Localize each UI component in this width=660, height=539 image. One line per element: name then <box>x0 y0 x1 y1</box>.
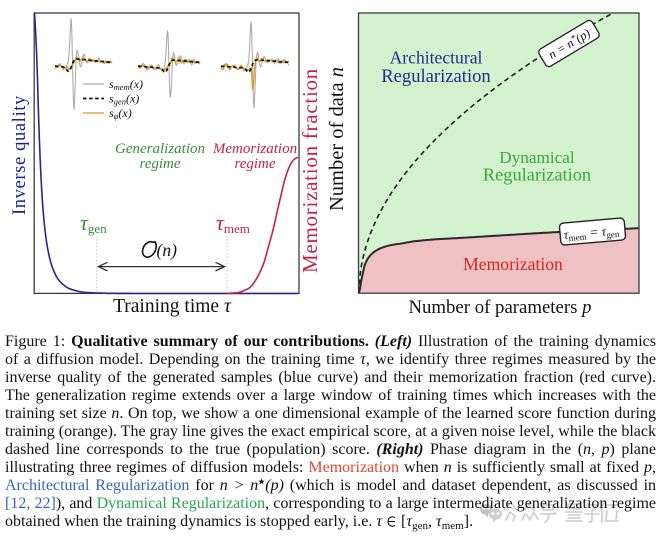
svg-text:τmem: τmem <box>216 210 250 236</box>
svg-text:Memorization: Memorization <box>463 254 563 274</box>
svg-text:smem(x): smem(x) <box>109 77 143 92</box>
svg-text:regime: regime <box>139 156 180 172</box>
svg-text:Regularization: Regularization <box>483 165 591 185</box>
svg-text:Number of parameters p: Number of parameters p <box>408 297 591 318</box>
svg-text:Training time τ: Training time τ <box>113 296 232 317</box>
svg-text:Number of data n: Number of data n <box>326 67 348 211</box>
svg-text:Inverse quality: Inverse quality <box>10 95 30 215</box>
svg-text:Regularization: Regularization <box>381 66 491 87</box>
svg-text:(n): (n) <box>157 240 178 260</box>
svg-text:Architectural: Architectural <box>390 48 483 68</box>
svg-text:Memorization fraction: Memorization fraction <box>298 68 322 273</box>
svg-text:regime: regime <box>234 156 275 172</box>
svg-text:Dynamical: Dynamical <box>499 148 575 167</box>
svg-text:sgen(x): sgen(x) <box>109 92 139 107</box>
svg-text:sφ(x): sφ(x) <box>109 106 132 121</box>
svg-text:Memorization: Memorization <box>212 141 297 157</box>
svg-text:τgen: τgen <box>80 210 107 236</box>
svg-text:Generalization: Generalization <box>115 141 205 157</box>
